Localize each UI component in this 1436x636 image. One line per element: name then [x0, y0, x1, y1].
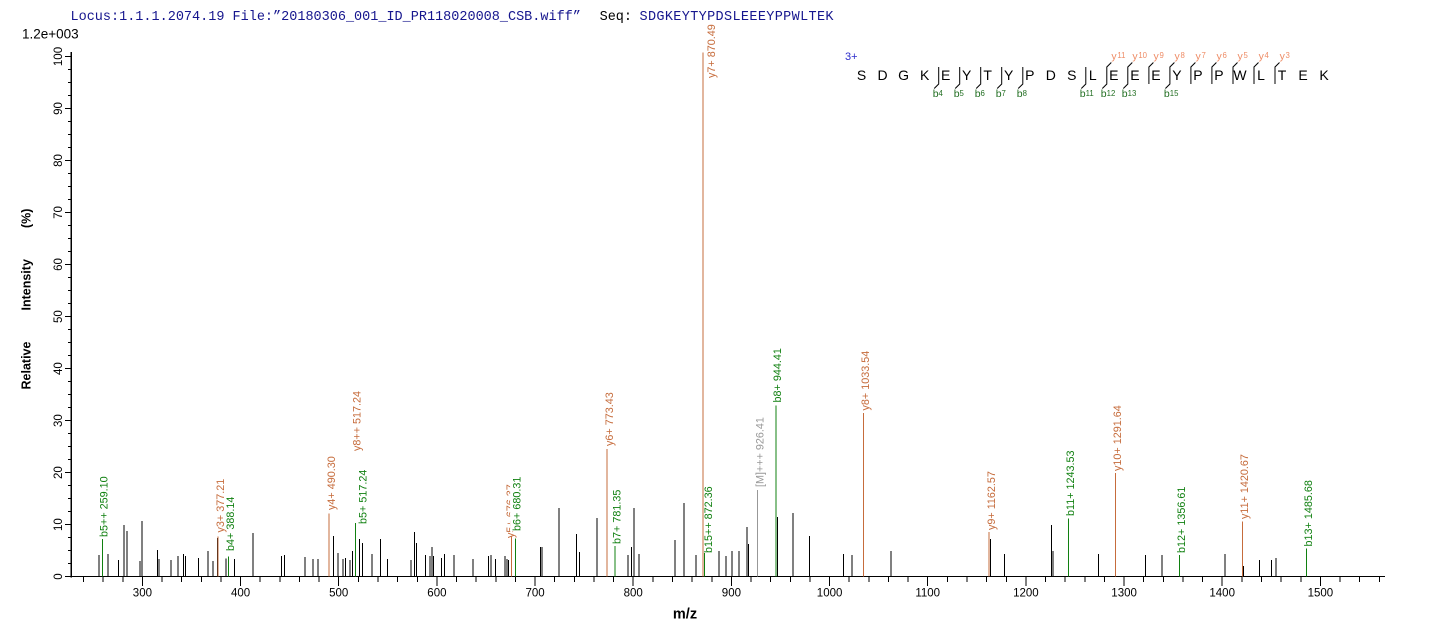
svg-text:50: 50: [53, 310, 65, 323]
svg-text:y9+ 1162.57: y9+ 1162.57: [986, 471, 998, 530]
svg-text:y4: y4: [1259, 51, 1270, 63]
svg-text:T: T: [1278, 67, 1287, 83]
svg-text:P: P: [1025, 67, 1034, 83]
svg-text:E: E: [1151, 67, 1160, 83]
svg-text:b13+ 1485.68: b13+ 1485.68: [1303, 480, 1315, 546]
svg-text:800: 800: [624, 588, 643, 600]
svg-text:900: 900: [722, 588, 741, 600]
svg-text:S: S: [857, 67, 866, 83]
svg-text:b7: b7: [996, 88, 1006, 100]
svg-text:W: W: [1233, 67, 1247, 83]
svg-text:E: E: [1130, 67, 1139, 83]
svg-text:b4+ 388.14: b4+ 388.14: [225, 497, 237, 551]
svg-text:y7+ 870.49: y7+ 870.49: [706, 24, 718, 78]
svg-text:y8+ 1033.54: y8+ 1033.54: [860, 351, 872, 411]
svg-text:b4: b4: [933, 88, 944, 100]
svg-text:Intensity: Intensity: [20, 259, 34, 310]
svg-text:Y: Y: [1172, 67, 1182, 83]
svg-text:3+: 3+: [845, 51, 858, 63]
svg-text:b15++ 872.36: b15++ 872.36: [703, 486, 715, 553]
svg-text:y11+ 1420.67: y11+ 1420.67: [1239, 454, 1251, 519]
svg-text:y3: y3: [1280, 51, 1290, 63]
svg-text:y7: y7: [1196, 51, 1206, 63]
svg-text:30: 30: [53, 414, 65, 427]
svg-text:1400: 1400: [1209, 588, 1235, 600]
svg-text:80: 80: [53, 154, 65, 167]
svg-text:E: E: [1109, 67, 1118, 83]
svg-text:y10+ 1291.64: y10+ 1291.64: [1112, 405, 1124, 471]
svg-text:E: E: [941, 67, 950, 83]
svg-text:y6: y6: [1217, 51, 1227, 63]
svg-text:b15: b15: [1164, 88, 1179, 100]
svg-text:K: K: [920, 67, 930, 83]
svg-text:300: 300: [133, 588, 152, 600]
svg-text:m/z: m/z: [673, 607, 697, 623]
svg-text:G: G: [898, 67, 909, 83]
svg-text:90: 90: [53, 102, 65, 115]
svg-text:1500: 1500: [1308, 588, 1334, 600]
svg-text:L: L: [1089, 67, 1097, 83]
svg-text:100: 100: [53, 47, 65, 66]
svg-text:b5: b5: [954, 88, 965, 100]
svg-text:y10: y10: [1132, 51, 1147, 63]
svg-text:b11: b11: [1080, 88, 1094, 100]
svg-text:L: L: [1257, 67, 1265, 83]
svg-text:(%): (%): [20, 209, 34, 228]
svg-text:400: 400: [231, 588, 250, 600]
svg-text:y9: y9: [1154, 51, 1164, 63]
svg-text:70: 70: [53, 206, 65, 219]
svg-text:Y: Y: [962, 67, 972, 83]
svg-text:b6+ 680.31: b6+ 680.31: [512, 477, 524, 531]
svg-text:40: 40: [53, 362, 65, 375]
svg-text:700: 700: [526, 588, 545, 600]
svg-text:0: 0: [53, 573, 65, 579]
svg-text:y4+ 490.30: y4+ 490.30: [326, 456, 338, 510]
svg-text:y6+ 773.43: y6+ 773.43: [604, 392, 616, 446]
svg-text:y11: y11: [1111, 51, 1125, 63]
svg-text:1100: 1100: [915, 588, 940, 600]
svg-text:b13: b13: [1122, 88, 1137, 100]
svg-text:b5+ 517.24: b5+ 517.24: [357, 470, 369, 524]
svg-text:D: D: [878, 67, 888, 83]
svg-text:60: 60: [53, 258, 65, 271]
svg-text:y8++ 517.24: y8++ 517.24: [351, 391, 363, 451]
svg-text:D: D: [1046, 67, 1056, 83]
svg-text:y3+ 377.21: y3+ 377.21: [215, 479, 227, 533]
svg-text:E: E: [1298, 67, 1307, 83]
svg-text:Locus:1.1.1.2074.19 File:”2018: Locus:1.1.1.2074.19 File:”20180306_001_I…: [71, 10, 581, 25]
svg-text:600: 600: [427, 588, 446, 600]
svg-text:b8: b8: [1017, 88, 1027, 100]
svg-text:b8+ 944.41: b8+ 944.41: [772, 348, 784, 402]
svg-text:P: P: [1214, 67, 1223, 83]
svg-text:[M]+++ 926.41: [M]+++ 926.41: [754, 417, 766, 487]
svg-text:b11+ 1243.53: b11+ 1243.53: [1065, 450, 1077, 516]
svg-text:T: T: [983, 67, 992, 83]
svg-text:1300: 1300: [1111, 588, 1137, 600]
svg-text:y5: y5: [1238, 51, 1249, 63]
svg-text:P: P: [1193, 67, 1202, 83]
svg-text:20: 20: [53, 466, 65, 479]
svg-text:b6: b6: [975, 88, 985, 100]
svg-text:1200: 1200: [1013, 588, 1039, 600]
svg-text:b12+ 1356.61: b12+ 1356.61: [1176, 487, 1188, 553]
svg-text:SDGKEYTYPDSLEEEYPPWLTEK: SDGKEYTYPDSLEEEYPPWLTEK: [640, 10, 835, 25]
svg-text:K: K: [1319, 67, 1329, 83]
svg-text:Y: Y: [1004, 67, 1014, 83]
svg-text:Seq:: Seq:: [600, 10, 632, 25]
svg-text:b5++ 259.10: b5++ 259.10: [99, 476, 111, 537]
svg-text:500: 500: [329, 588, 348, 600]
svg-text:y8: y8: [1175, 51, 1185, 63]
svg-text:b12: b12: [1101, 88, 1116, 100]
svg-text:b7+ 781.35: b7+ 781.35: [612, 490, 624, 544]
svg-text:Relative: Relative: [20, 342, 34, 390]
svg-text:1000: 1000: [817, 588, 843, 600]
svg-text:10: 10: [53, 518, 65, 531]
svg-text:1.2e+003: 1.2e+003: [22, 27, 79, 42]
svg-text:S: S: [1067, 67, 1076, 83]
